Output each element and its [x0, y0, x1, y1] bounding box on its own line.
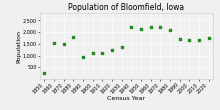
Point	[120, 47, 123, 48]
Point	[43, 72, 46, 74]
Point	[91, 52, 94, 54]
Title: Population of Bloomfield, Iowa: Population of Bloomfield, Iowa	[68, 3, 185, 12]
Point	[168, 29, 172, 31]
Point	[197, 39, 201, 41]
Point	[207, 37, 210, 39]
Point	[187, 39, 191, 41]
Point	[178, 38, 181, 40]
Point	[149, 27, 152, 28]
Point	[139, 28, 143, 29]
Point	[130, 27, 133, 28]
Point	[72, 36, 75, 38]
Point	[81, 56, 85, 58]
Point	[101, 52, 104, 54]
Point	[159, 27, 162, 28]
Point	[52, 42, 56, 44]
X-axis label: Census Year: Census Year	[107, 96, 146, 101]
Y-axis label: Population: Population	[16, 30, 21, 63]
Point	[62, 43, 66, 45]
Point	[110, 49, 114, 51]
